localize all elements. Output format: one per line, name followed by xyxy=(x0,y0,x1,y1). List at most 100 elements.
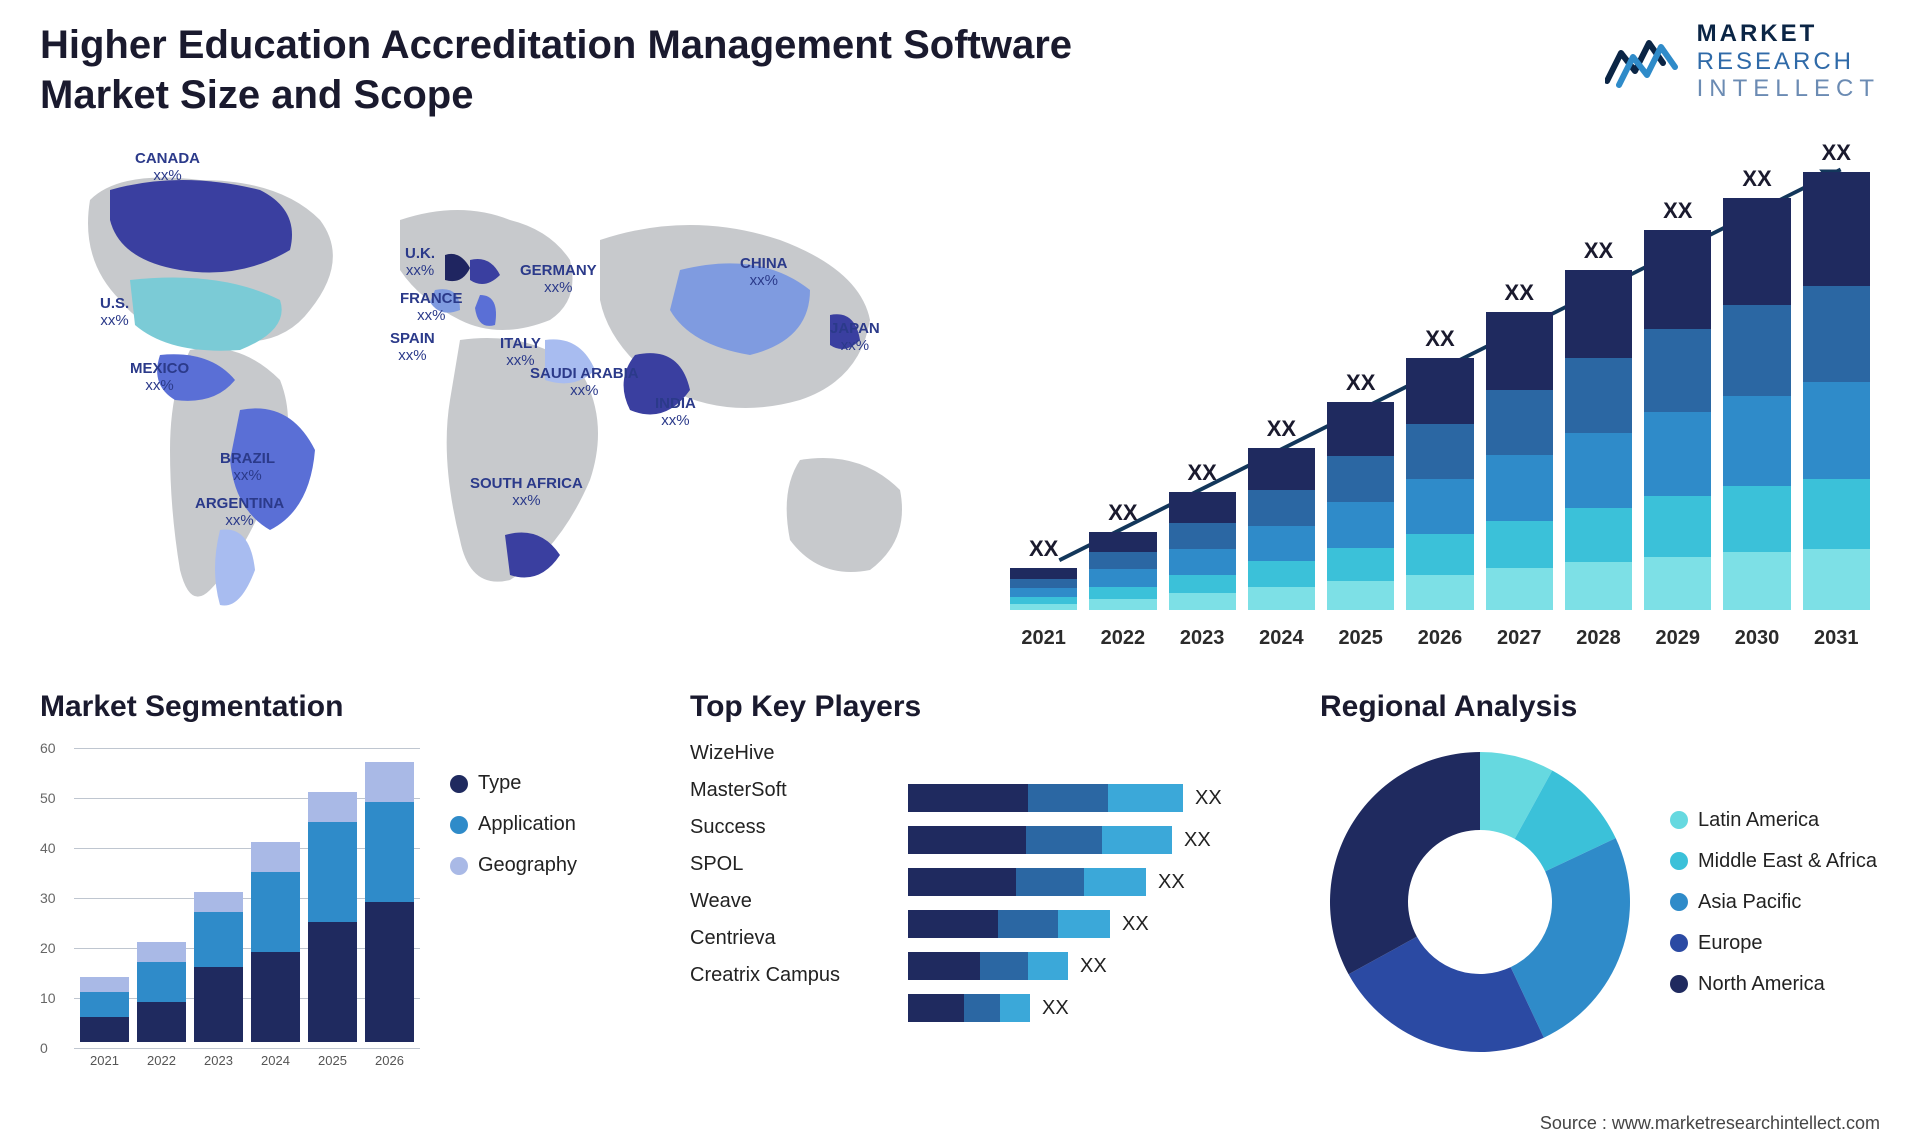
player-value: XX xyxy=(1122,913,1149,936)
growth-x-labels: 2021202220232024202520262027202820292030… xyxy=(1010,627,1870,650)
map-label: ARGENTINAxx% xyxy=(195,495,284,530)
player-bar-row: XX xyxy=(908,868,1290,896)
x-label: 2023 xyxy=(194,1053,243,1068)
map-label: FRANCExx% xyxy=(400,290,463,325)
logo-text: MARKET RESEARCH INTELLECT xyxy=(1697,20,1880,103)
segmentation-panel: Market Segmentation 01020304050602021202… xyxy=(40,690,660,1072)
player-value: XX xyxy=(1184,829,1211,852)
map-label: BRAZILxx% xyxy=(220,450,275,485)
player-value: XX xyxy=(1158,871,1185,894)
x-label: 2024 xyxy=(251,1053,300,1068)
regional-donut xyxy=(1320,742,1640,1062)
y-tick: 20 xyxy=(40,940,56,956)
x-label: 2026 xyxy=(1406,627,1473,650)
y-tick: 10 xyxy=(40,990,56,1006)
logo-line-2: RESEARCH xyxy=(1697,48,1880,76)
seg-bar xyxy=(365,762,414,1042)
x-label: 2030 xyxy=(1723,627,1790,650)
x-label: 2028 xyxy=(1565,627,1632,650)
growth-bar: XX xyxy=(1644,198,1711,610)
x-label: 2029 xyxy=(1644,627,1711,650)
bottom-row: Market Segmentation 01020304050602021202… xyxy=(40,690,1880,1072)
legend-item: North America xyxy=(1670,973,1877,996)
map-label: JAPANxx% xyxy=(830,320,880,355)
map-label: U.K.xx% xyxy=(405,245,435,280)
bar-value-label: XX xyxy=(1663,198,1692,224)
x-label: 2022 xyxy=(1089,627,1156,650)
donut-chart-icon xyxy=(1320,742,1640,1062)
growth-chart: XXXXXXXXXXXXXXXXXXXXXX 20212022202320242… xyxy=(1000,140,1880,660)
bar-value-label: XX xyxy=(1029,536,1058,562)
bar-value-label: XX xyxy=(1742,166,1771,192)
player-name: Creatrix Campus xyxy=(690,964,890,987)
growth-bar: XX xyxy=(1089,500,1156,610)
segmentation-legend: TypeApplicationGeography xyxy=(450,772,577,877)
key-players-title: Top Key Players xyxy=(690,690,1290,724)
seg-bar xyxy=(80,977,129,1042)
x-label: 2025 xyxy=(1327,627,1394,650)
legend-item: Geography xyxy=(450,854,577,877)
x-label: 2027 xyxy=(1486,627,1553,650)
y-tick: 60 xyxy=(40,740,56,756)
logo: MARKET RESEARCH INTELLECT xyxy=(1605,20,1880,103)
regional-legend: Latin America Middle East & Africa Asia Pa… xyxy=(1670,809,1877,996)
y-tick: 0 xyxy=(40,1040,48,1056)
player-bar-row: XX xyxy=(908,994,1290,1022)
player-value: XX xyxy=(1195,787,1222,810)
seg-bar xyxy=(251,842,300,1042)
map-label: SAUDI ARABIAxx% xyxy=(530,365,639,400)
logo-mark-icon xyxy=(1605,31,1685,91)
legend-item: Application xyxy=(450,813,577,836)
legend-item: Latin America xyxy=(1670,809,1877,832)
world-map-panel: CANADAxx%U.S.xx%MEXICOxx%BRAZILxx%ARGENT… xyxy=(40,140,970,660)
growth-bar: XX xyxy=(1406,326,1473,610)
map-label: GERMANYxx% xyxy=(520,262,597,297)
growth-bar: XX xyxy=(1803,140,1870,610)
page-title: Higher Education Accreditation Managemen… xyxy=(40,20,1090,120)
player-name: Centrieva xyxy=(690,927,890,950)
bar-value-label: XX xyxy=(1346,370,1375,396)
player-names: WizeHiveMasterSoftSuccessSPOLWeaveCentri… xyxy=(690,742,890,1022)
x-label: 2022 xyxy=(137,1053,186,1068)
header: Higher Education Accreditation Managemen… xyxy=(40,20,1880,120)
map-label: CHINAxx% xyxy=(740,255,788,290)
segmentation-title: Market Segmentation xyxy=(40,690,660,724)
bar-value-label: XX xyxy=(1267,416,1296,442)
player-name: MasterSoft xyxy=(690,779,890,802)
player-bar-row xyxy=(908,742,1290,770)
growth-bar: XX xyxy=(1169,460,1236,610)
growth-bars: XXXXXXXXXXXXXXXXXXXXXX xyxy=(1010,180,1870,610)
player-name: WizeHive xyxy=(690,742,890,765)
x-label: 2025 xyxy=(308,1053,357,1068)
bar-value-label: XX xyxy=(1584,238,1613,264)
source-text: Source : www.marketresearchintellect.com xyxy=(1540,1113,1880,1134)
x-label: 2026 xyxy=(365,1053,414,1068)
player-name: Weave xyxy=(690,890,890,913)
regional-title: Regional Analysis xyxy=(1320,690,1880,724)
key-players-panel: Top Key Players WizeHive MasterSoft Succes… xyxy=(690,690,1290,1072)
legend-item: Asia Pacific xyxy=(1670,891,1877,914)
map-label: INDIAxx% xyxy=(655,395,696,430)
player-name: Success xyxy=(690,816,890,839)
logo-line-1: MARKET xyxy=(1697,20,1880,48)
x-label: 2024 xyxy=(1248,627,1315,650)
seg-bar xyxy=(137,942,186,1042)
legend-item: Middle East & Africa xyxy=(1670,850,1877,873)
growth-bar: XX xyxy=(1723,166,1790,610)
bar-value-label: XX xyxy=(1187,460,1216,486)
bar-value-label: XX xyxy=(1425,326,1454,352)
logo-line-3: INTELLECT xyxy=(1697,75,1880,103)
seg-bar xyxy=(308,792,357,1042)
player-value: XX xyxy=(1080,955,1107,978)
x-label: 2021 xyxy=(80,1053,129,1068)
bar-value-label: XX xyxy=(1108,500,1137,526)
x-label: 2021 xyxy=(1010,627,1077,650)
legend-item: Europe xyxy=(1670,932,1877,955)
world-map-icon xyxy=(40,140,970,660)
map-label: SPAINxx% xyxy=(390,330,435,365)
growth-bar: XX xyxy=(1327,370,1394,610)
growth-bar: XX xyxy=(1010,536,1077,610)
map-label: SOUTH AFRICAxx% xyxy=(470,475,583,510)
bar-value-label: XX xyxy=(1822,140,1851,166)
player-bar-row: XX xyxy=(908,910,1290,938)
